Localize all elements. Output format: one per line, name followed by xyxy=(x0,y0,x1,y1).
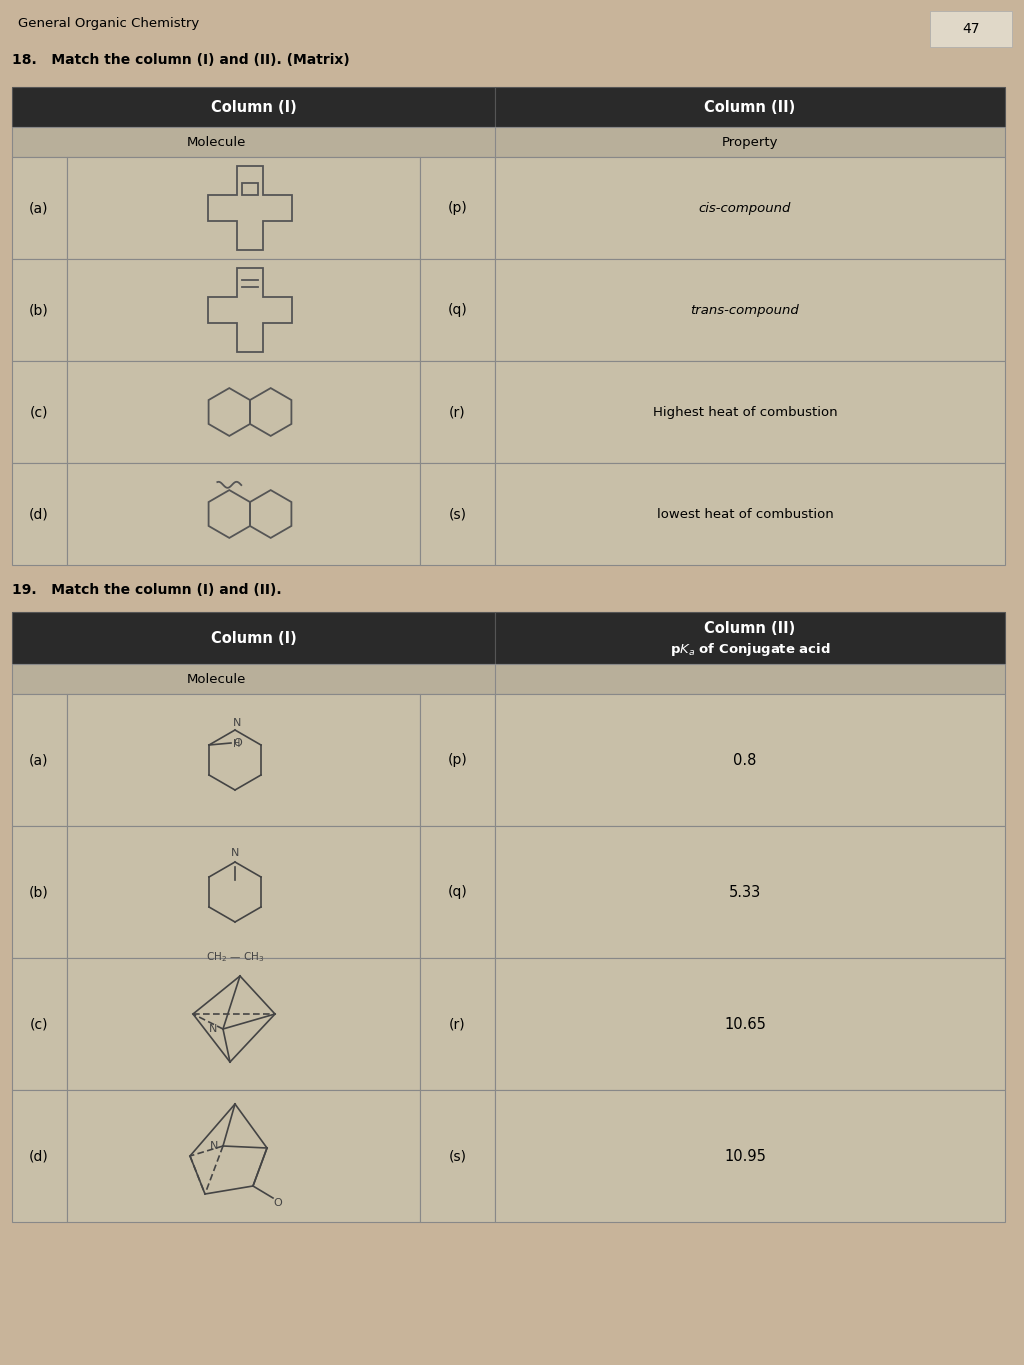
Bar xyxy=(495,958,1005,1091)
Bar xyxy=(12,958,67,1091)
Text: (p): (p) xyxy=(447,201,467,216)
Text: N: N xyxy=(209,1024,217,1035)
Text: (q): (q) xyxy=(447,885,467,900)
Bar xyxy=(12,360,67,463)
Text: 18.   Match the column (I) and (II). (Matrix): 18. Match the column (I) and (II). (Matr… xyxy=(12,53,350,67)
Bar xyxy=(12,826,67,958)
Bar xyxy=(12,87,495,127)
Bar xyxy=(420,463,495,565)
Text: N: N xyxy=(210,1141,218,1151)
Text: (d): (d) xyxy=(29,1149,49,1163)
Text: 19.   Match the column (I) and (II).: 19. Match the column (I) and (II). xyxy=(12,583,282,597)
Text: O: O xyxy=(273,1198,283,1208)
Text: cis-compound: cis-compound xyxy=(698,202,792,214)
Text: 0.8: 0.8 xyxy=(733,752,757,767)
Bar xyxy=(495,693,1005,826)
Bar xyxy=(12,1091,67,1222)
Text: (r): (r) xyxy=(450,405,466,419)
Bar xyxy=(930,11,1012,46)
Bar xyxy=(495,259,1005,360)
Bar xyxy=(67,826,420,958)
Text: 10.65: 10.65 xyxy=(724,1017,766,1032)
Bar xyxy=(67,463,420,565)
Text: (r): (r) xyxy=(450,1017,466,1031)
Text: trans-compound: trans-compound xyxy=(690,303,800,317)
Bar xyxy=(420,826,495,958)
Text: 47: 47 xyxy=(963,22,980,35)
Text: (a): (a) xyxy=(30,201,49,216)
Bar xyxy=(12,259,67,360)
Text: Property: Property xyxy=(722,135,778,149)
Text: Molecule: Molecule xyxy=(186,135,246,149)
Bar xyxy=(12,612,495,663)
Bar xyxy=(12,663,1005,693)
Text: (q): (q) xyxy=(447,303,467,317)
Text: Column (I): Column (I) xyxy=(211,631,296,646)
Bar xyxy=(67,693,420,826)
Bar xyxy=(420,958,495,1091)
Bar xyxy=(495,87,1005,127)
Text: p$K_a$ of Conjugate acid: p$K_a$ of Conjugate acid xyxy=(670,642,830,658)
Text: (s): (s) xyxy=(449,1149,467,1163)
Bar xyxy=(12,463,67,565)
Text: (a): (a) xyxy=(30,753,49,767)
Bar xyxy=(495,1091,1005,1222)
Bar xyxy=(420,693,495,826)
Text: (c): (c) xyxy=(30,405,48,419)
Bar xyxy=(420,360,495,463)
Bar xyxy=(67,157,420,259)
Text: (b): (b) xyxy=(29,303,49,317)
Bar xyxy=(67,259,420,360)
Bar xyxy=(420,157,495,259)
Text: H: H xyxy=(233,738,241,749)
Bar xyxy=(67,360,420,463)
Bar xyxy=(420,1091,495,1222)
Text: (b): (b) xyxy=(29,885,49,900)
Bar xyxy=(495,360,1005,463)
Text: Column (II): Column (II) xyxy=(705,100,796,115)
Bar xyxy=(67,1091,420,1222)
Text: (c): (c) xyxy=(30,1017,48,1031)
Bar xyxy=(495,157,1005,259)
Bar xyxy=(12,157,67,259)
Bar xyxy=(420,259,495,360)
Bar xyxy=(495,612,1005,663)
Text: Column (II): Column (II) xyxy=(705,621,796,636)
Bar xyxy=(67,958,420,1091)
Text: CH$_2$ — CH$_3$: CH$_2$ — CH$_3$ xyxy=(206,950,264,964)
Text: O: O xyxy=(233,738,243,748)
Bar xyxy=(12,127,1005,157)
Text: General Organic Chemistry: General Organic Chemistry xyxy=(18,16,200,30)
Text: lowest heat of combustion: lowest heat of combustion xyxy=(656,508,834,520)
Bar xyxy=(495,463,1005,565)
Text: N: N xyxy=(230,848,240,859)
Bar xyxy=(242,183,258,195)
Text: (p): (p) xyxy=(447,753,467,767)
Text: (s): (s) xyxy=(449,506,467,521)
Text: Molecule: Molecule xyxy=(186,673,246,685)
Text: 10.95: 10.95 xyxy=(724,1148,766,1163)
Text: Highest heat of combustion: Highest heat of combustion xyxy=(652,405,838,419)
Text: Column (I): Column (I) xyxy=(211,100,296,115)
Text: N: N xyxy=(232,718,242,728)
Bar xyxy=(12,693,67,826)
Bar xyxy=(495,826,1005,958)
Text: 5.33: 5.33 xyxy=(729,885,761,900)
Text: (d): (d) xyxy=(29,506,49,521)
